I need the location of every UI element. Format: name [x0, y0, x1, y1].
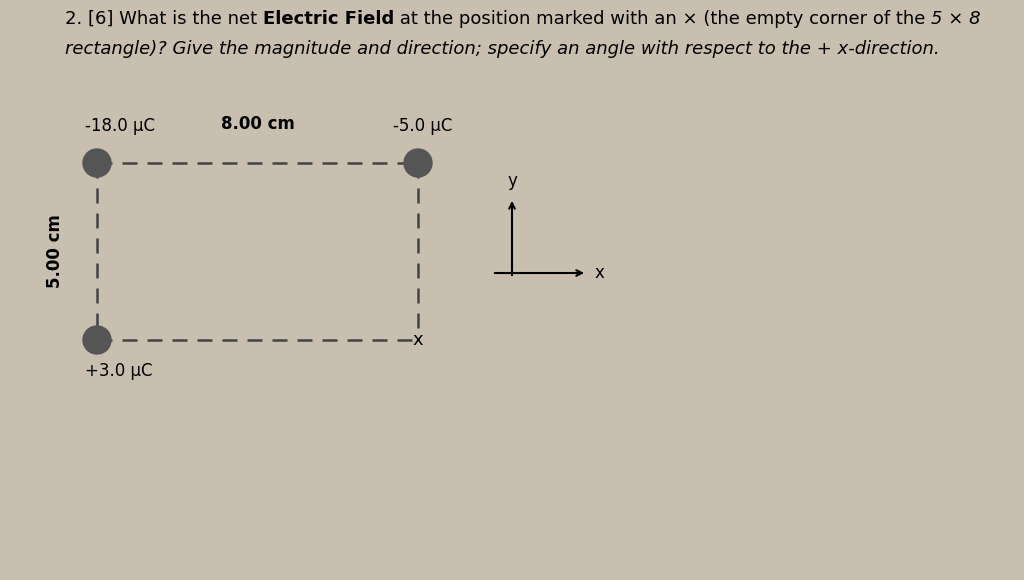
- Text: rectangle)? Give the magnitude and direction; specify an angle with respect to t: rectangle)? Give the magnitude and direc…: [65, 40, 940, 58]
- Circle shape: [404, 149, 432, 177]
- Text: 5.00 cm: 5.00 cm: [46, 215, 63, 288]
- Text: -18.0 μC: -18.0 μC: [85, 117, 155, 135]
- Text: y: y: [507, 172, 517, 190]
- Text: Electric Field: Electric Field: [263, 10, 394, 28]
- Text: x: x: [413, 331, 423, 349]
- Text: -5.0 μC: -5.0 μC: [393, 117, 453, 135]
- Circle shape: [83, 326, 111, 354]
- Text: 2. [6] What is the net: 2. [6] What is the net: [65, 10, 263, 28]
- Text: +3.0 μC: +3.0 μC: [85, 362, 153, 380]
- Text: x: x: [595, 264, 605, 282]
- Text: at the position marked with an × (the empty corner of the: at the position marked with an × (the em…: [394, 10, 931, 28]
- Text: 8.00 cm: 8.00 cm: [220, 115, 295, 133]
- Circle shape: [83, 149, 111, 177]
- Text: 5 × 8: 5 × 8: [931, 10, 981, 28]
